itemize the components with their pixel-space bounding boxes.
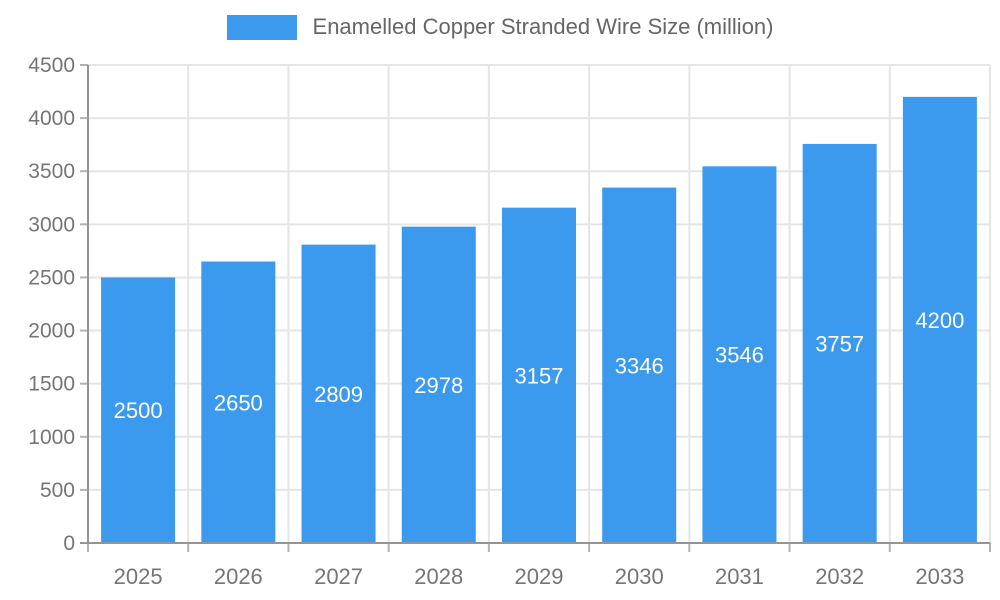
y-tick-label: 500 [40,479,75,502]
bar-value-label: 3346 [615,353,664,378]
y-tick-label: 2000 [28,320,75,343]
x-tick-label: 2033 [915,564,964,589]
bar-2025[interactable] [101,277,176,543]
bar-2028[interactable] [401,226,476,543]
y-tick-label: 0 [63,532,75,555]
y-tick-label: 1500 [28,373,75,396]
y-tick-label: 4500 [28,54,75,77]
x-tick-label: 2028 [414,564,463,589]
x-tick-label: 2031 [715,564,764,589]
bar-value-label: 4200 [915,308,964,333]
bar-2030[interactable] [602,187,677,543]
bar-value-label: 2978 [414,373,463,398]
bar-value-label: 3757 [815,331,864,356]
y-tick-label: 3000 [28,213,75,236]
bar-value-label: 2650 [214,390,263,415]
y-tick-label: 2500 [28,266,75,289]
bar-2029[interactable] [502,207,576,544]
bar-value-label: 3157 [515,363,564,388]
legend-label: Enamelled Copper Stranded Wire Size (mil… [312,14,774,39]
bar-value-label: 2809 [314,382,363,407]
y-tick-label: 3500 [28,160,75,183]
x-tick-label: 2032 [815,564,864,589]
y-tick-label: 1000 [28,426,75,449]
bar-2026[interactable] [201,261,276,543]
legend-swatch [226,14,297,40]
x-tick-label: 2025 [114,564,163,589]
bar-2033[interactable] [902,96,977,543]
y-tick-label: 4000 [28,107,75,130]
bar-value-label: 2500 [114,398,163,423]
legend-item[interactable]: Enamelled Copper Stranded Wire Size (mil… [0,14,1000,40]
x-tick-label: 2027 [314,564,363,589]
x-tick-label: 2030 [615,564,664,589]
bar-value-label: 3546 [715,343,764,368]
bar-2031[interactable] [702,166,777,543]
x-tick-label: 2026 [214,564,263,589]
x-tick-label: 2029 [515,564,564,589]
bar-2027[interactable] [301,244,376,544]
bar-2032[interactable] [802,143,877,544]
